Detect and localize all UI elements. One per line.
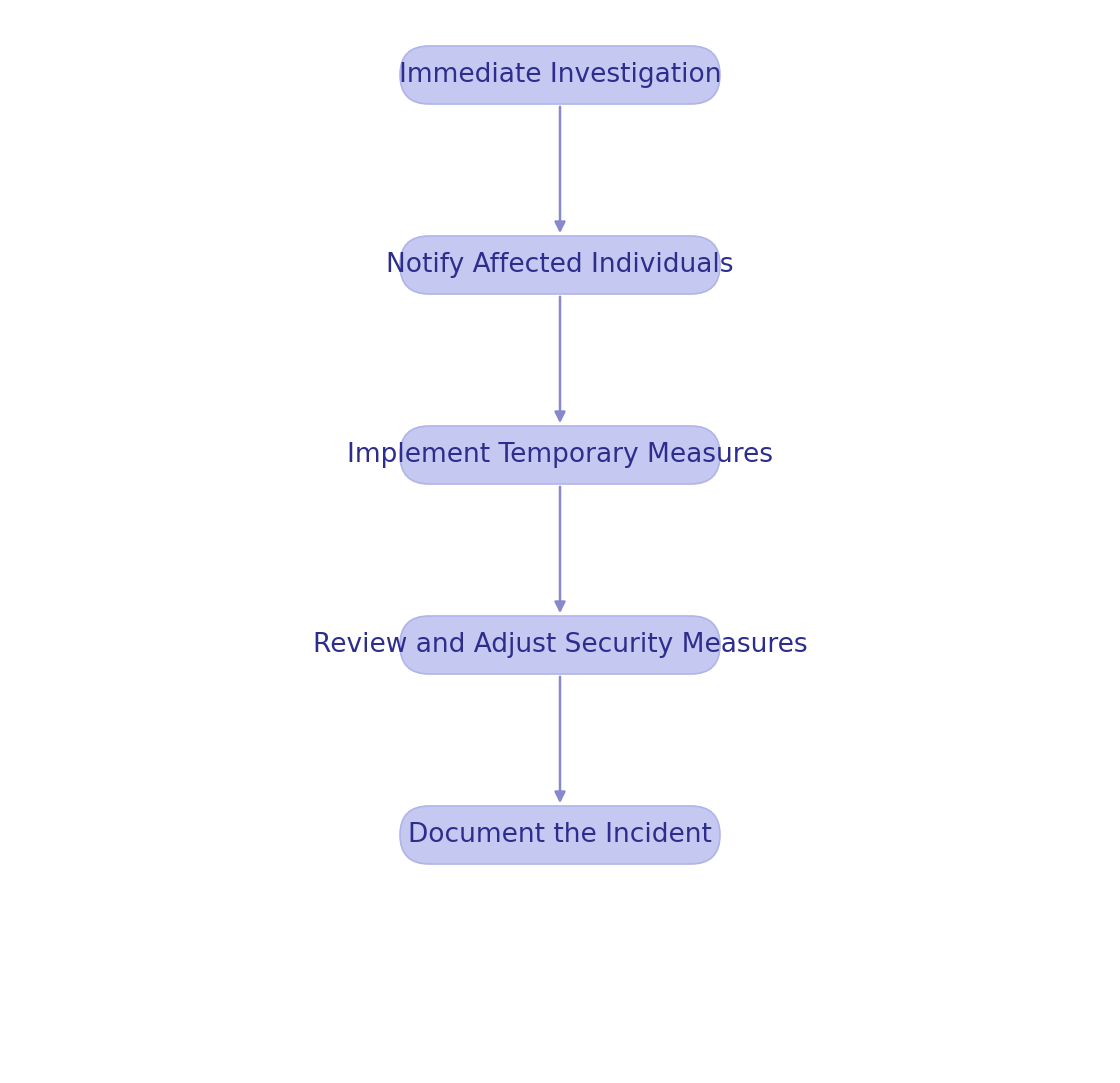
- Text: Immediate Investigation: Immediate Investigation: [399, 62, 721, 88]
- Text: Review and Adjust Security Measures: Review and Adjust Security Measures: [312, 632, 808, 658]
- FancyBboxPatch shape: [400, 45, 720, 104]
- FancyBboxPatch shape: [400, 616, 720, 674]
- Text: Notify Affected Individuals: Notify Affected Individuals: [386, 252, 734, 278]
- Text: Document the Incident: Document the Incident: [408, 822, 712, 848]
- FancyBboxPatch shape: [400, 806, 720, 864]
- Text: Implement Temporary Measures: Implement Temporary Measures: [347, 442, 773, 468]
- FancyBboxPatch shape: [400, 236, 720, 293]
- FancyBboxPatch shape: [400, 426, 720, 484]
